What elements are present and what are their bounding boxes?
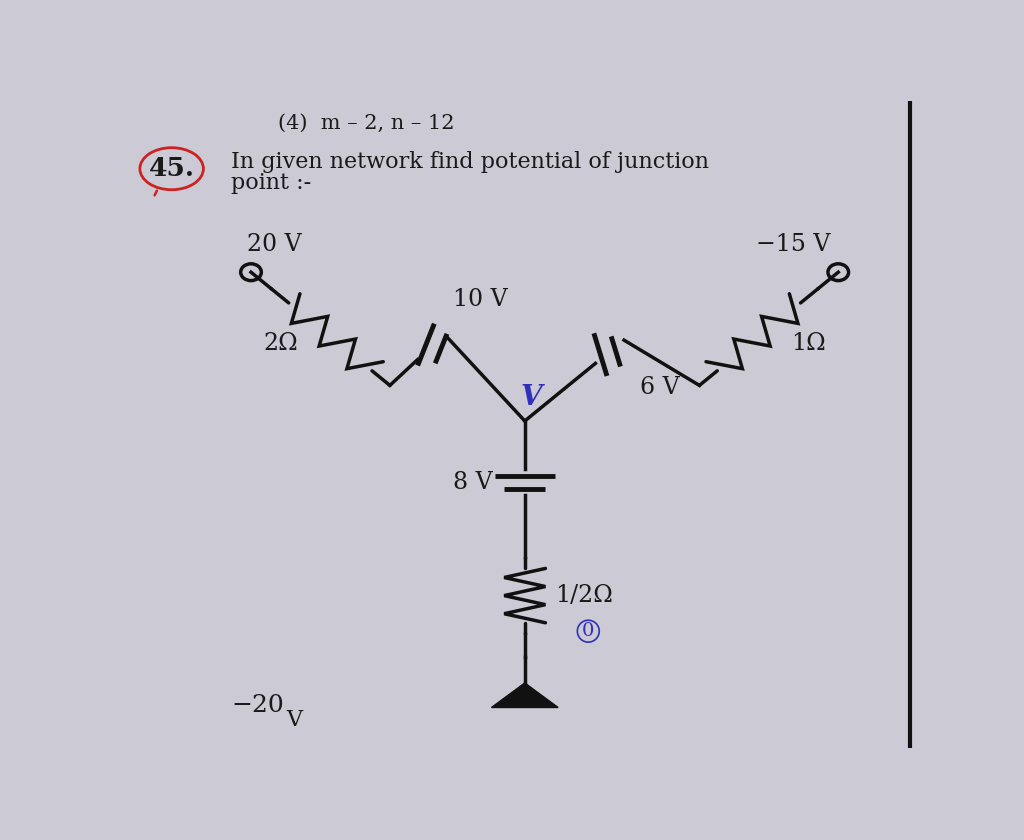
Text: −15 V: −15 V xyxy=(756,233,830,256)
Text: 2Ω: 2Ω xyxy=(264,332,299,354)
Text: 45.: 45. xyxy=(148,156,195,181)
Text: 0: 0 xyxy=(582,622,595,640)
Text: −20: −20 xyxy=(231,694,284,717)
Text: 8 V: 8 V xyxy=(454,471,494,494)
Text: V: V xyxy=(287,710,303,732)
Text: 1Ω: 1Ω xyxy=(791,332,825,354)
Text: 6 V: 6 V xyxy=(640,375,680,399)
Text: 20 V: 20 V xyxy=(247,233,302,256)
Polygon shape xyxy=(492,683,558,707)
Text: 10 V: 10 V xyxy=(454,288,508,311)
Text: 1/2Ω: 1/2Ω xyxy=(555,584,612,607)
Text: point :-: point :- xyxy=(231,172,311,194)
Text: (4)  m – 2, n – 12: (4) m – 2, n – 12 xyxy=(278,114,455,133)
Text: In given network find potential of junction: In given network find potential of junct… xyxy=(231,151,710,173)
Text: V: V xyxy=(520,384,542,412)
